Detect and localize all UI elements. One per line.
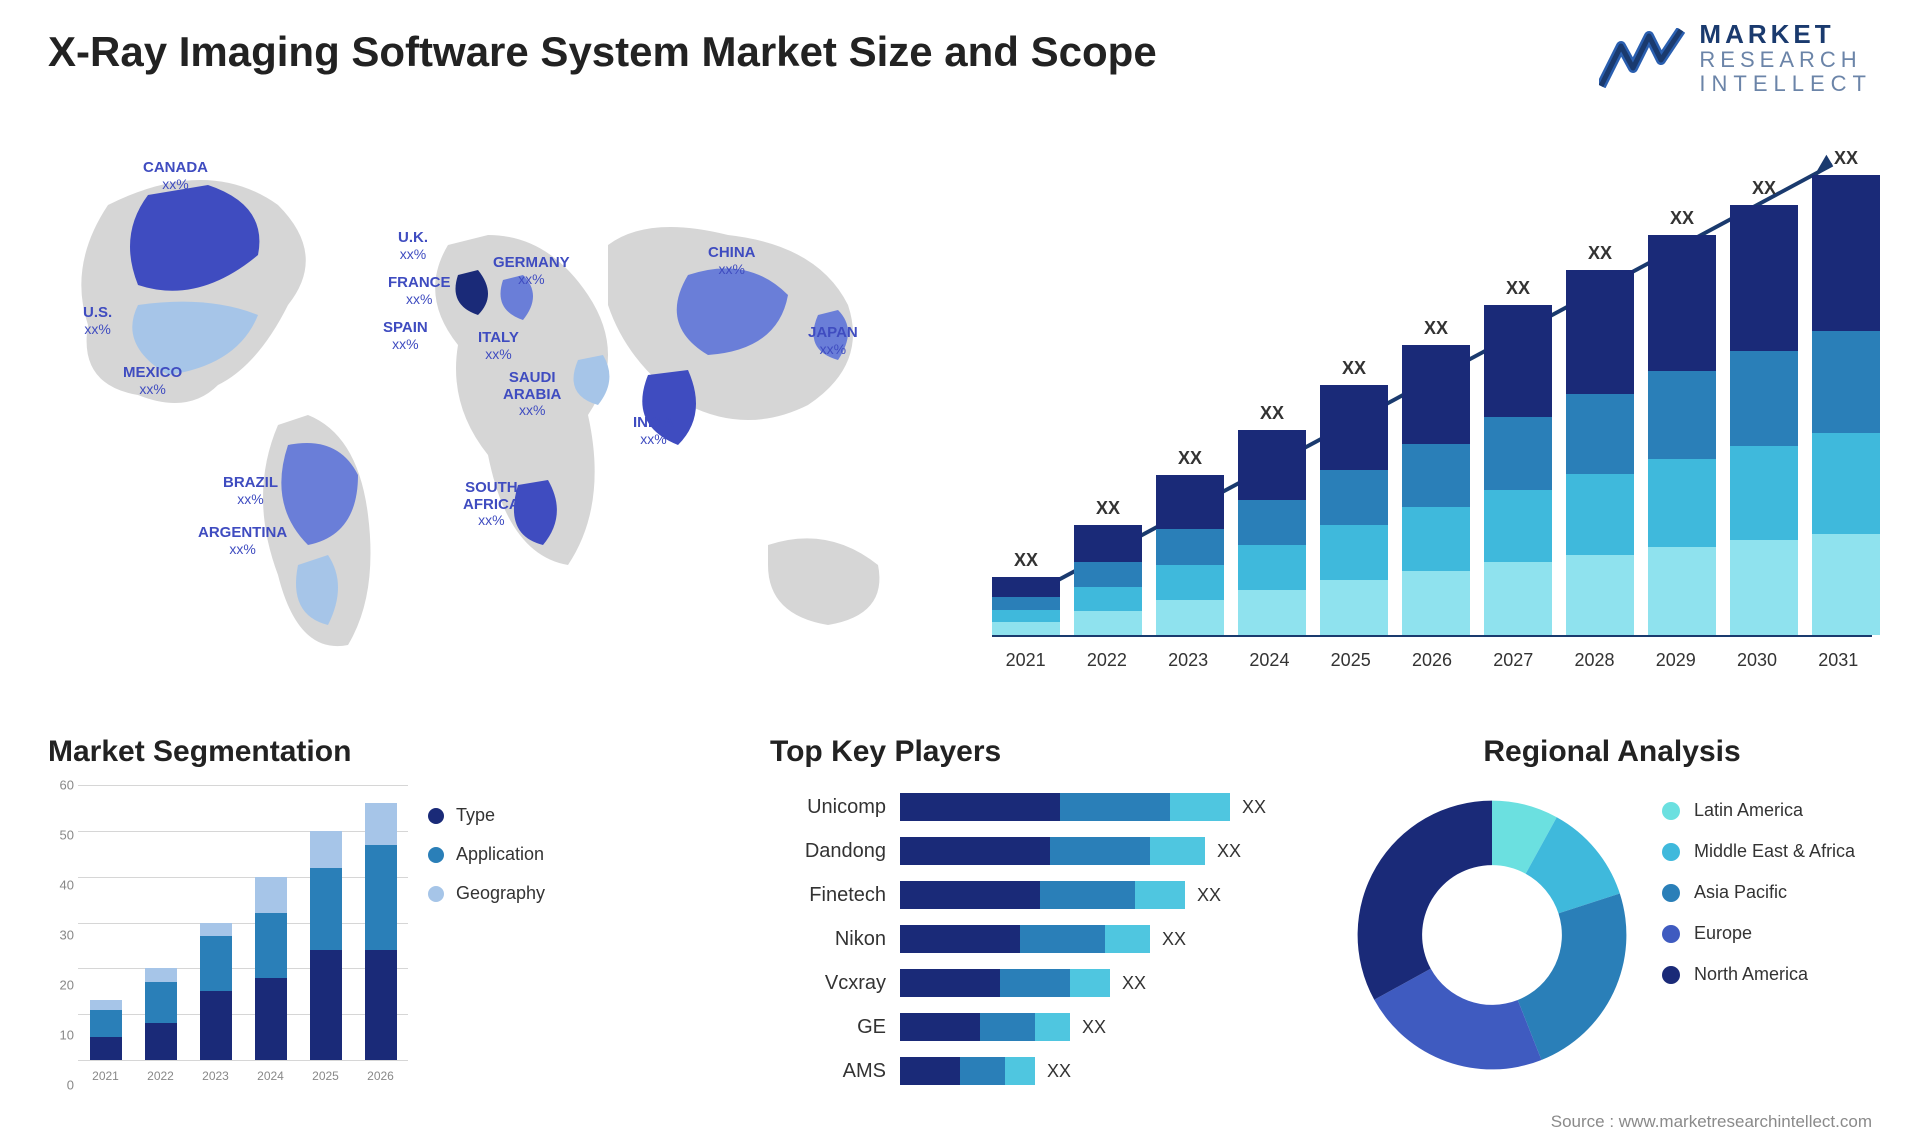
map-label: JAPANxx% [808,325,858,357]
legend-item: Latin America [1662,800,1855,821]
bar-column: XX [1566,270,1634,635]
bar-column [145,968,177,1060]
regional-heading: Regional Analysis [1352,735,1872,769]
map-label: SAUDIARABIAxx% [503,370,561,418]
bar-column [310,831,342,1060]
bar-column [90,1000,122,1060]
legend-item: Europe [1662,923,1855,944]
x-axis-label: 2024 [1236,650,1303,671]
map-label: SOUTHAFRICAxx% [463,480,520,528]
x-axis-label: 2021 [992,650,1059,671]
x-axis-label: 2029 [1642,650,1709,671]
map-label: ARGENTINAxx% [198,525,287,557]
legend-item: Asia Pacific [1662,882,1855,903]
bar-column [255,877,287,1060]
key-player-row: FinetechXX [770,879,1330,911]
logo-text: MARKET RESEARCH INTELLECT [1699,20,1872,96]
bar-column: XX [1402,345,1470,635]
key-player-row: NikonXX [770,923,1330,955]
map-label: BRAZILxx% [223,475,278,507]
segmentation-legend: Type Application Geography [428,805,545,922]
map-label: MEXICOxx% [123,365,182,397]
bar-column: XX [1320,385,1388,635]
key-player-row: VcxrayXX [770,967,1330,999]
map-label: SPAINxx% [383,320,428,352]
segmentation-heading: Market Segmentation [48,735,628,769]
map-label: U.K.xx% [398,230,428,262]
legend-item: Type [428,805,545,826]
bar-column: XX [1730,205,1798,635]
bar-column: XX [1484,305,1552,635]
map-label: CHINAxx% [708,245,756,277]
legend-item: Geography [428,883,545,904]
bar-column: XX [1812,175,1880,635]
segmentation-chart: 202120222023202420252026 0102030405060 [48,785,408,1085]
brand-logo: MARKET RESEARCH INTELLECT [1599,20,1872,96]
x-axis-label: 2023 [1155,650,1222,671]
map-label: GERMANYxx% [493,255,570,287]
map-label: U.S.xx% [83,305,112,337]
bar-column: XX [1238,430,1306,635]
bar-column: XX [1156,475,1224,635]
world-map-panel: CANADAxx% U.S.xx% MEXICOxx% BRAZILxx% ARGENT… [48,125,928,690]
legend-item: Middle East & Africa [1662,841,1855,862]
donut-slice [1358,801,1492,1000]
growth-bar-chart: XXXXXXXXXXXXXXXXXXXXXX 20212022202320242… [992,135,1872,685]
regional-panel: Regional Analysis Latin America Middle Ea… [1352,735,1872,1090]
map-label: ITALYxx% [478,330,519,362]
bar-column: XX [992,577,1060,635]
regional-donut-chart [1352,795,1632,1075]
x-axis-label: 2025 [1317,650,1384,671]
segmentation-panel: Market Segmentation 20212022202320242025… [48,735,628,1090]
bar-column: XX [1648,235,1716,635]
logo-mark-icon [1599,28,1685,88]
map-label: FRANCExx% [388,275,451,307]
x-axis-label: 2022 [1073,650,1140,671]
key-player-row: GEXX [770,1011,1330,1043]
world-map-icon [48,125,928,690]
legend-item: North America [1662,964,1855,985]
key-players-panel: Top Key Players UnicompXX DandongXX Finete… [770,735,1330,1090]
map-label: INDIAxx% [633,415,674,447]
legend-item: Application [428,844,545,865]
regional-legend: Latin America Middle East & Africa Asia Pa… [1662,800,1855,1005]
source-attribution: Source : www.marketresearchintellect.com [1551,1112,1872,1132]
map-label: CANADAxx% [143,160,208,192]
x-axis-label: 2026 [1398,650,1465,671]
x-axis-label: 2028 [1561,650,1628,671]
donut-slice [1518,893,1627,1059]
x-axis-label: 2027 [1480,650,1547,671]
bar-column [200,923,232,1061]
x-axis-label: 2031 [1805,650,1872,671]
bar-column [365,803,397,1060]
x-axis-label: 2030 [1723,650,1790,671]
bar-column: XX [1074,525,1142,635]
key-player-row: DandongXX [770,835,1330,867]
key-player-row: UnicompXX [770,791,1330,823]
page-title: X-Ray Imaging Software System Market Siz… [48,28,1157,76]
key-player-row: AMSXX [770,1055,1330,1087]
key-players-heading: Top Key Players [770,735,1330,769]
